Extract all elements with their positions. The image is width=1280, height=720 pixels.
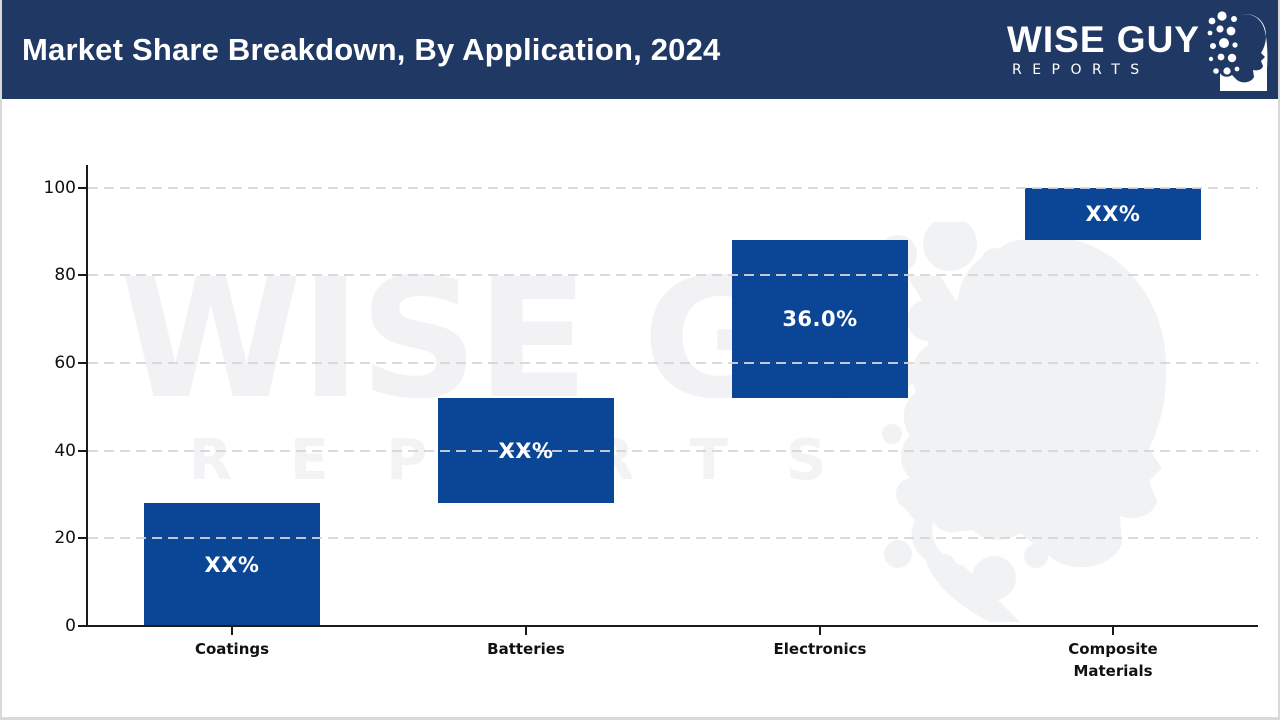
category-label-electronics: Electronics (773, 640, 867, 658)
gridline-100 (88, 186, 1258, 189)
page-title: Market Share Breakdown, By Application, … (22, 31, 721, 67)
header: Market Share Breakdown, By Application, … (2, 0, 1278, 99)
gridline-40 (88, 449, 1258, 452)
y-tick-label-80: 80 (54, 265, 76, 286)
gridline-80 (88, 274, 1258, 277)
y-tick-label-20: 20 (54, 528, 76, 549)
x-tick-electronics (819, 627, 821, 635)
bar-value-label-coatings: XX% (204, 552, 260, 577)
y-tick-0 (78, 625, 86, 627)
y-tick-label-40: 40 (54, 440, 76, 461)
category-label-coatings: Coatings (194, 640, 270, 658)
category-label-composite-materials: Composite Materials (1068, 640, 1158, 680)
logo-primary-text: WISE GUY (1006, 19, 1200, 60)
bar-composite-materials (1025, 187, 1201, 241)
wiseguy-logo: WISE GUY REPORTS (1007, 9, 1268, 91)
y-tick-label-0: 0 (65, 616, 76, 636)
category-label-batteries: Batteries (487, 640, 565, 658)
gridline-20 (88, 537, 1258, 540)
y-tick-20 (78, 537, 86, 540)
bar-value-label-electronics: 36.0% (782, 307, 858, 332)
logo-secondary-text: REPORTS (1011, 62, 1150, 78)
x-axis-line (86, 625, 1258, 627)
y-tick-label-60: 60 (54, 353, 76, 374)
x-tick-batteries (525, 627, 527, 635)
gridline-60 (88, 362, 1258, 365)
bar-electronics (732, 240, 908, 399)
y-tick-80 (78, 274, 86, 277)
x-tick-coatings (231, 627, 233, 635)
bar-value-label-batteries: XX% (498, 438, 554, 463)
wiseguy-face-icon (1207, 10, 1268, 91)
bar-value-label-composite-materials: XX% (1085, 201, 1141, 226)
y-tick-100 (78, 186, 86, 189)
x-tick-composite-materials (1112, 627, 1114, 635)
y-tick-label-100: 100 (43, 177, 76, 198)
y-tick-40 (78, 449, 86, 452)
y-axis-line (86, 165, 88, 627)
wiseguy-face-watermark (878, 222, 1167, 622)
logo-text: WISE GUY REPORTS (1007, 21, 1200, 78)
bar-coatings (144, 503, 320, 626)
y-tick-60 (78, 362, 86, 365)
